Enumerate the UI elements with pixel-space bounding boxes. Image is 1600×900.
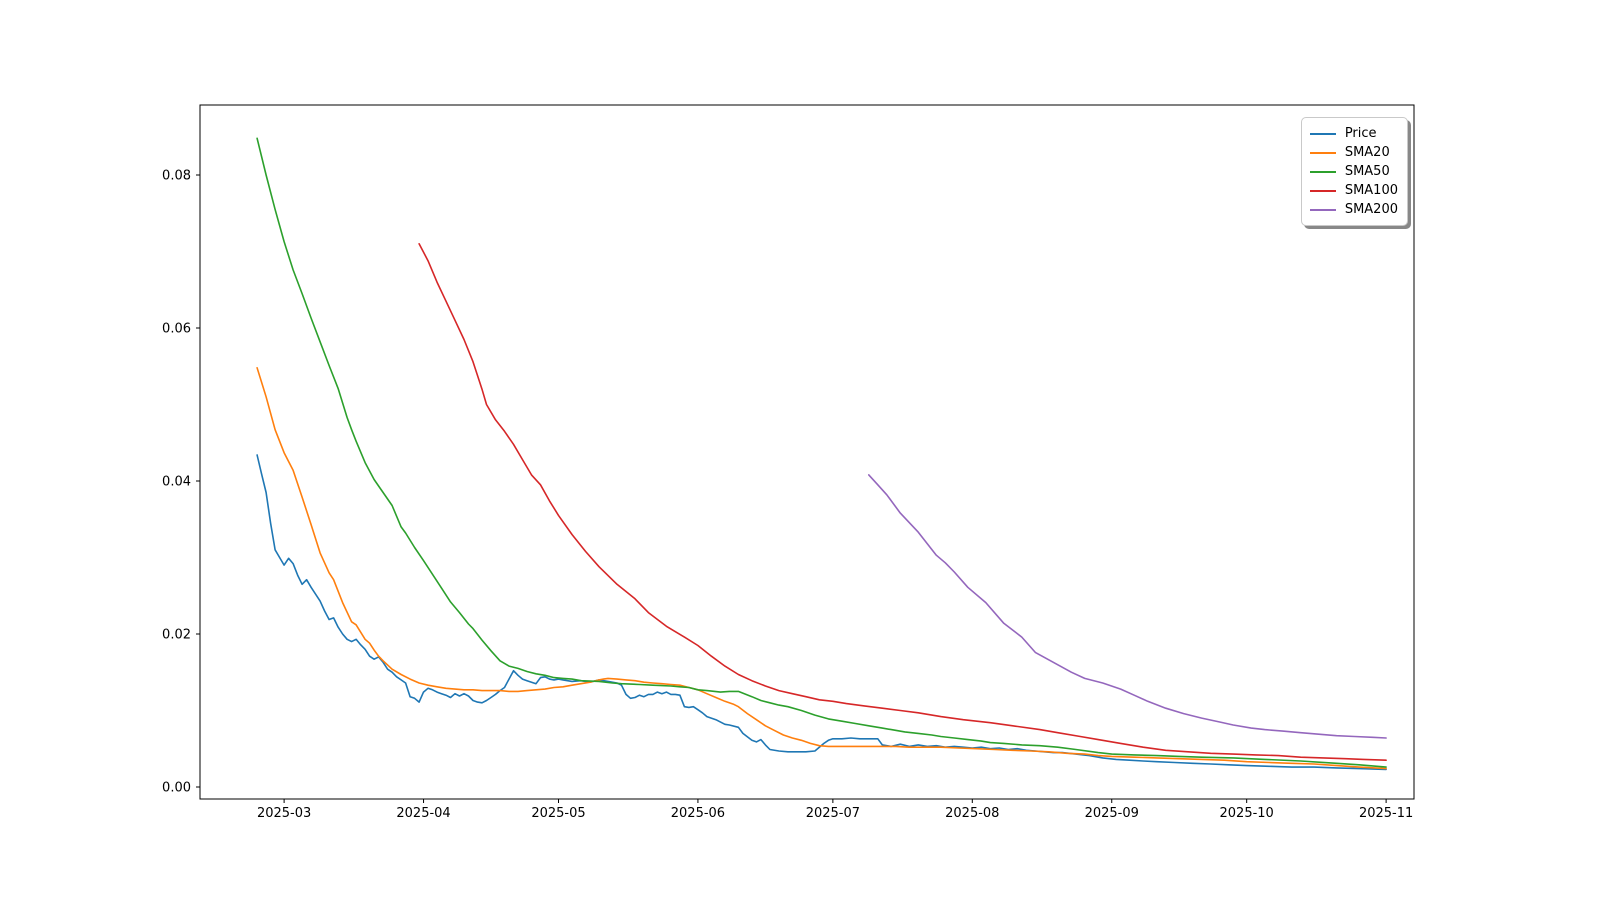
x-tick-label: 2025-09 [1085,806,1139,821]
axes-spines [199,104,1415,800]
legend-entry-sma20: SMA20 [1309,143,1398,162]
legend-line-sample [1309,170,1336,173]
legend-entry-sma50: SMA50 [1309,162,1398,181]
x-tick-label: 2025-06 [671,806,725,821]
legend: Price SMA20 SMA50 SMA100 SMA200 [1300,117,1408,226]
x-tick-label: 2025-04 [396,806,450,821]
legend-line-sample [1309,132,1336,135]
sma50-line [256,137,1387,768]
y-tick-label: 0.00 [162,780,191,795]
legend-entry-sma100: SMA100 [1309,181,1398,200]
sma20-line [256,367,1387,770]
legend-line-sample [1309,151,1336,154]
x-tick-label: 2025-03 [257,806,311,821]
sma100-line [418,243,1387,761]
legend-label: SMA20 [1344,145,1390,160]
y-tick-label: 0.08 [162,168,191,183]
legend-label: Price [1344,126,1377,141]
legend-label: SMA50 [1344,164,1390,179]
y-tick-label: 0.04 [162,474,191,489]
y-tick-label: 0.06 [162,321,191,336]
price-line [256,454,1387,771]
legend-label: SMA200 [1344,202,1398,217]
sma200-line [868,474,1387,739]
legend-entry-price: Price [1309,124,1398,143]
legend-label: SMA100 [1344,183,1398,198]
legend-line-sample [1309,189,1336,192]
x-tick-label: 2025-05 [531,806,585,821]
x-tick-label: 2025-07 [806,806,860,821]
x-tick-label: 2025-08 [945,806,999,821]
y-tick-label: 0.02 [162,627,191,642]
x-tick-label: 2025-11 [1359,806,1413,821]
legend-entry-sma200: SMA200 [1309,200,1398,219]
legend-line-sample [1309,208,1336,211]
x-tick-label: 2025-10 [1220,806,1274,821]
